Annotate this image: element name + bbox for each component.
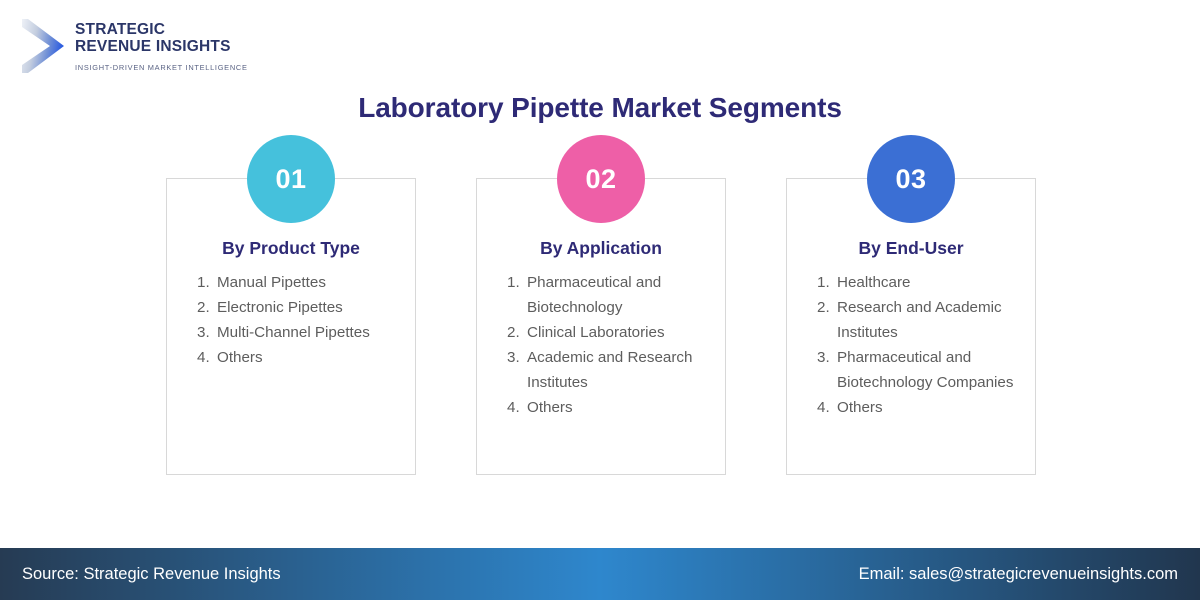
segment-item-list: Manual Pipettes Electronic Pipettes Mult… bbox=[167, 270, 415, 370]
segment-item-list: Pharmaceutical and Biotechnology Clinica… bbox=[477, 270, 725, 420]
list-item: Clinical Laboratories bbox=[507, 320, 665, 345]
segment-card: 01 By Product Type Manual Pipettes Elect… bbox=[166, 135, 416, 475]
brand-name-line2: REVENUE INSIGHTS bbox=[75, 38, 231, 55]
list-item: Academic and Research Institutes bbox=[507, 345, 693, 391]
footer-source: Source: Strategic Revenue Insights bbox=[22, 564, 281, 583]
segment-heading: By Application bbox=[540, 238, 662, 258]
segment-card: 02 By Application Pharmaceutical and Bio… bbox=[476, 135, 726, 475]
list-item: Manual Pipettes bbox=[197, 270, 326, 295]
segment-heading: By End-User bbox=[858, 238, 964, 258]
list-item: Others bbox=[817, 395, 883, 420]
list-item: Healthcare bbox=[817, 270, 911, 295]
list-item: Research and Academic Institutes bbox=[817, 295, 1002, 341]
segment-number-badge: 01 bbox=[247, 135, 335, 223]
list-item: Others bbox=[507, 395, 573, 420]
brand-logo: STRATEGIC REVENUE INSIGHTS INSIGHT-DRIVE… bbox=[20, 17, 248, 75]
list-item: Pharmaceutical and Biotechnology Compani… bbox=[817, 345, 1014, 391]
footer-bar: Source: Strategic Revenue Insights Email… bbox=[0, 548, 1200, 600]
footer-email[interactable]: Email: sales@strategicrevenueinsights.co… bbox=[858, 564, 1178, 583]
segment-number-badge: 03 bbox=[867, 135, 955, 223]
segment-cards: 01 By Product Type Manual Pipettes Elect… bbox=[166, 135, 1036, 475]
brand-name-line1: STRATEGIC bbox=[75, 21, 166, 39]
brand-tagline: INSIGHT-DRIVEN MARKET INTELLIGENCE bbox=[75, 62, 248, 72]
segment-number-badge: 02 bbox=[557, 135, 645, 223]
brand-logo-text: STRATEGIC REVENUE INSIGHTS INSIGHT-DRIVE… bbox=[75, 20, 248, 72]
list-item: Others bbox=[197, 345, 263, 370]
segment-card: 03 By End-User Healthcare Research and A… bbox=[786, 135, 1036, 475]
list-item: Multi-Channel Pipettes bbox=[197, 320, 370, 345]
segment-item-list: Healthcare Research and Academic Institu… bbox=[787, 270, 1035, 420]
page-title: Laboratory Pipette Market Segments bbox=[358, 92, 842, 123]
chevron-right-logo-mark-icon bbox=[22, 19, 64, 73]
list-item: Pharmaceutical and Biotechnology bbox=[507, 270, 662, 316]
list-item: Electronic Pipettes bbox=[197, 295, 343, 320]
segment-heading: By Product Type bbox=[222, 238, 360, 258]
